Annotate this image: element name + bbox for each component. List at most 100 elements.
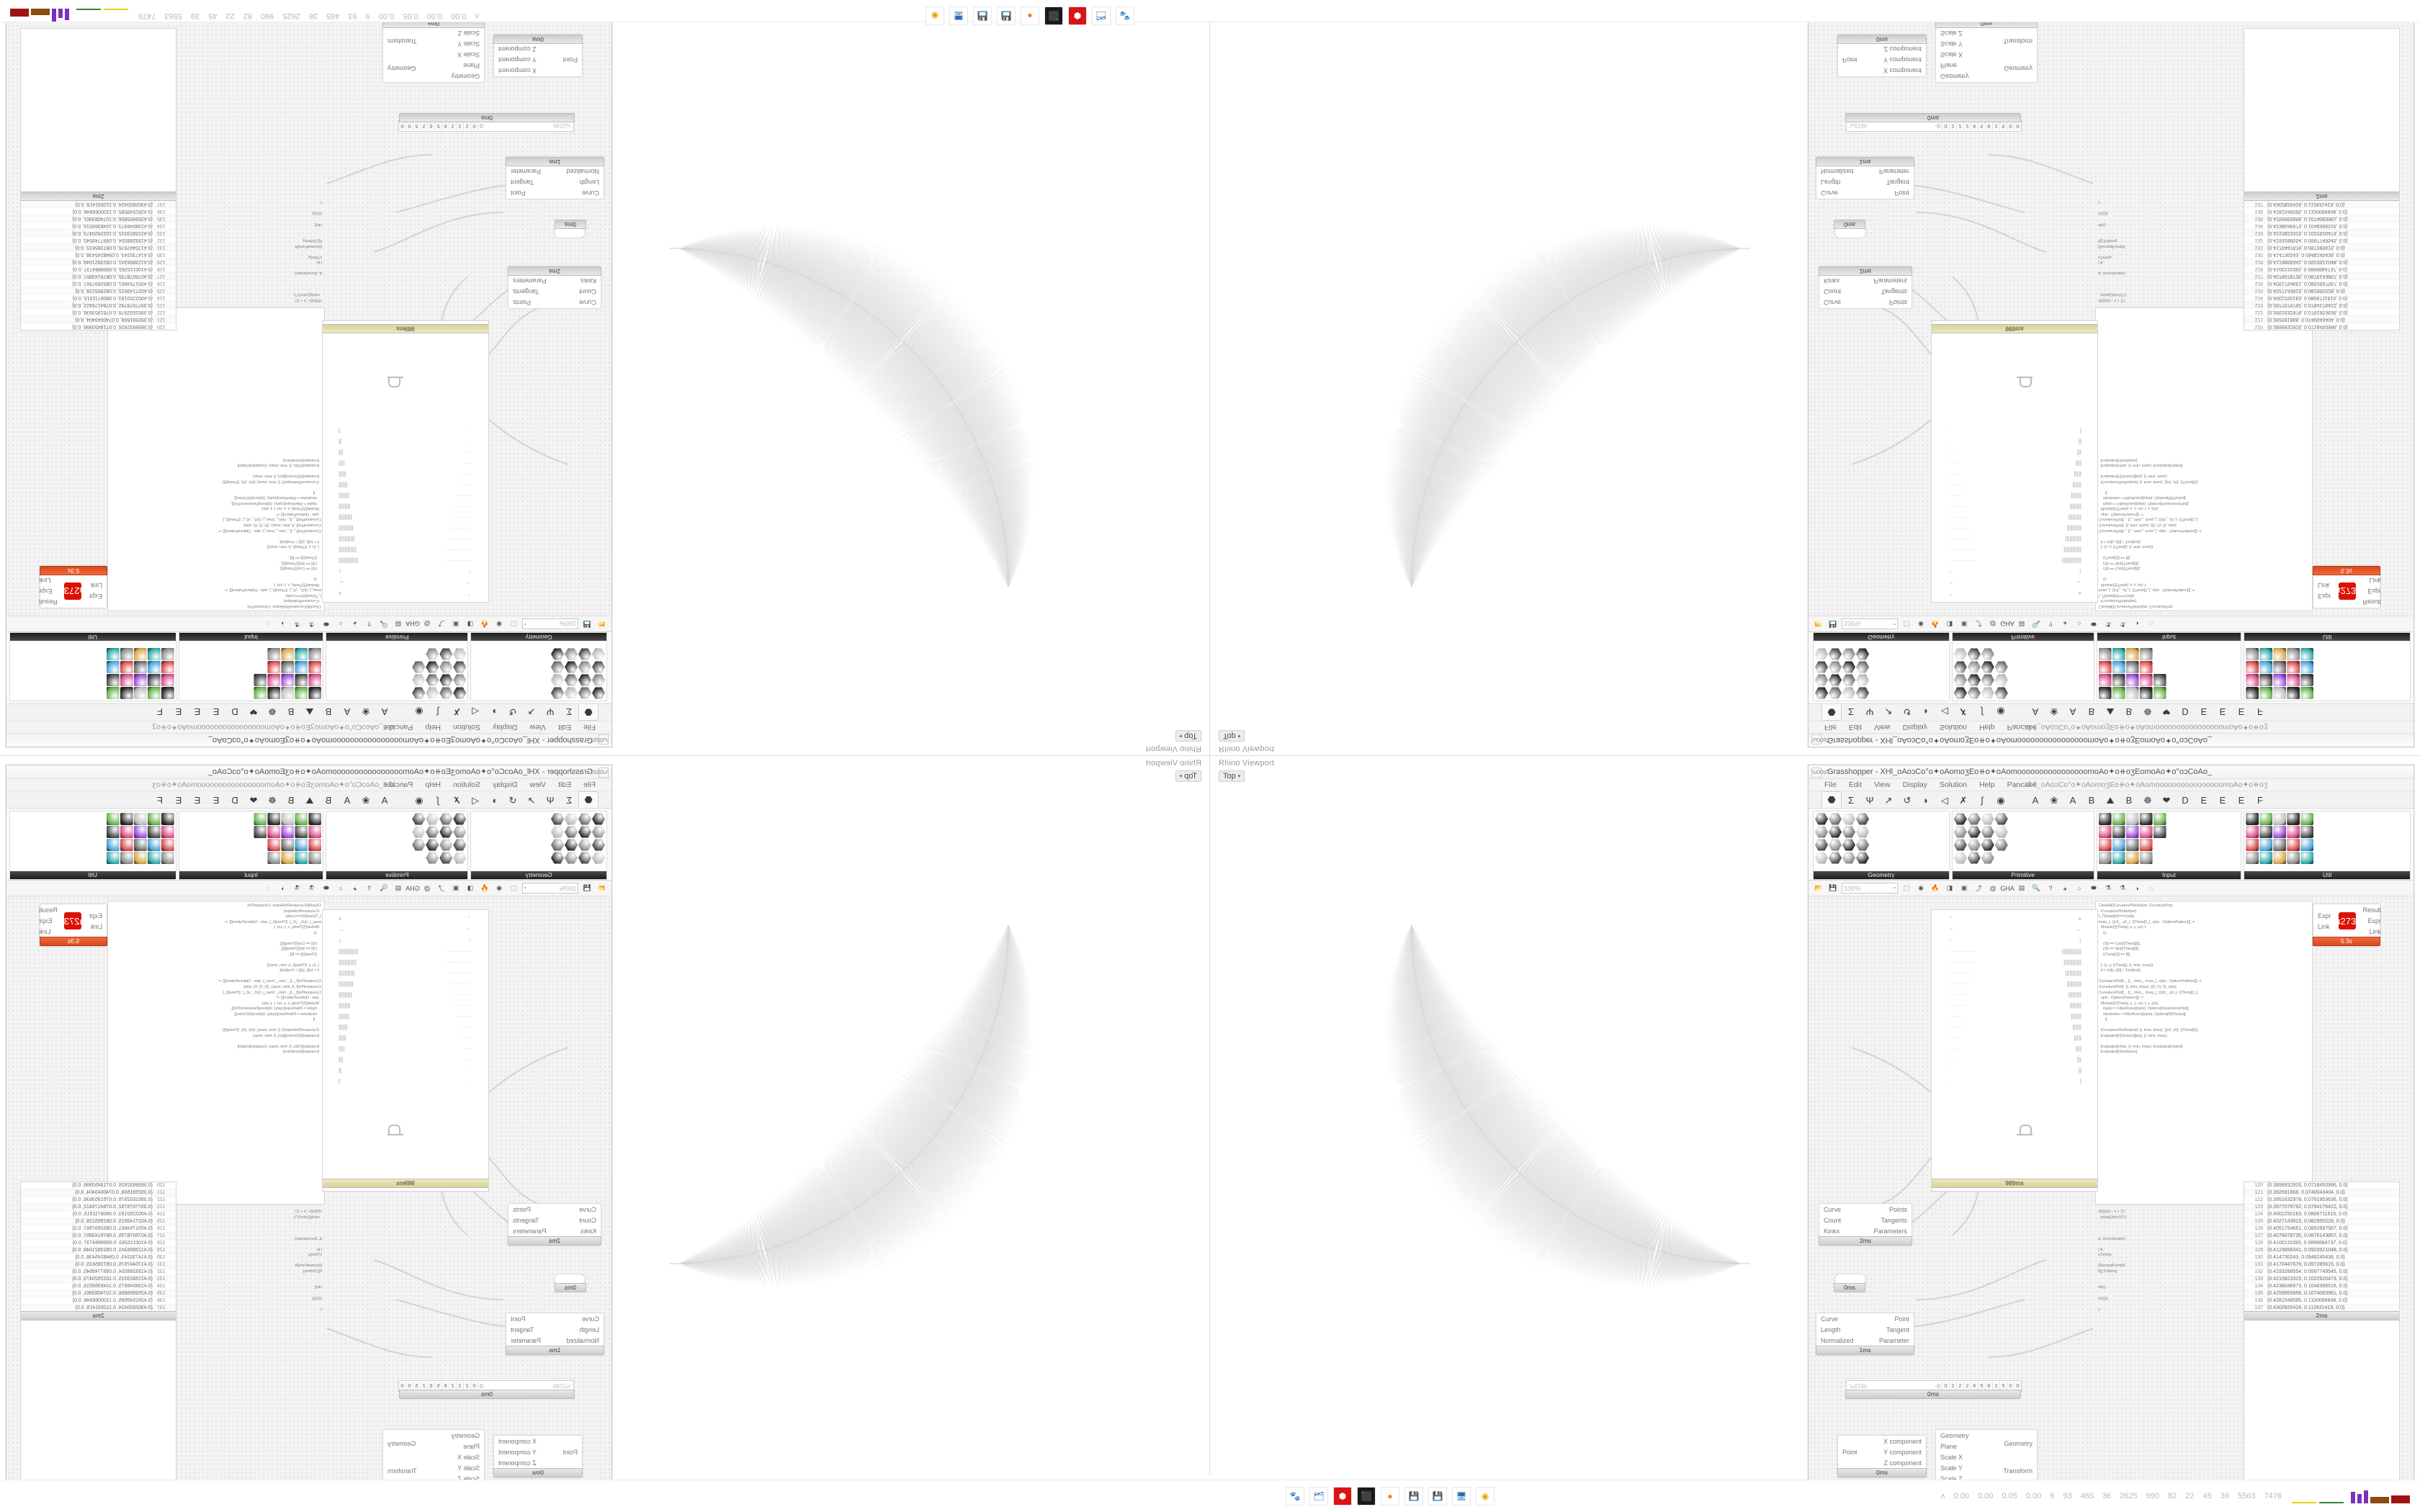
ribbon-icon-input-5[interactable] (295, 687, 308, 699)
ribbon-icon-util-17[interactable] (2300, 687, 2313, 699)
grasshopper-titlebar[interactable]: \u00d7 Grasshopper - XHl_oAoɔCo°o✦oAomoӡ… (6, 765, 611, 779)
point-list-row[interactable]: 136 {0.4281549585, 0.1100066848, 0.0} (2244, 1297, 2399, 1305)
ribbon-icon-primitive-13[interactable] (412, 813, 425, 825)
menu-item-view[interactable]: View (1874, 780, 1891, 789)
series-preview-panel[interactable]: ⌃ × ⇔ ⇔ ↕ ↕............. |||||||||||||........… (322, 909, 489, 1192)
ribbon-icon-geometry-1[interactable] (592, 813, 605, 825)
ribbon-icon-util-14[interactable] (2287, 826, 2300, 838)
ribbon-icon-primitive-14[interactable] (412, 826, 425, 838)
port-result[interactable]: Result (2362, 906, 2382, 914)
ribbon-icon-input-13[interactable] (2140, 687, 2153, 699)
ribbon-icon-geometry-7[interactable] (1829, 839, 1842, 851)
ribbon-group-geometry[interactable]: Geometry (1813, 632, 1950, 701)
port-result[interactable]: Result (38, 598, 58, 606)
slider-handle-icon[interactable]: \u224b (552, 122, 570, 130)
search-icon[interactable]: 🔍 (380, 884, 388, 891)
point-list-row[interactable]: 124 {0.4002250183, 0.0806711615, 0.0} (21, 1211, 176, 1218)
port-plane[interactable]: Plane (1940, 62, 1958, 69)
grasshopper-ribbon[interactable]: Geometry Primitive Input Util (1809, 631, 2414, 703)
port-scale-y[interactable]: Scale Y (1940, 1464, 1963, 1472)
ribbon-icon-geometry-4[interactable] (592, 648, 605, 660)
ribbon-icon-util-2[interactable] (2246, 674, 2259, 686)
component-deconstruct-point[interactable]: Point X component Y component Z componen… (493, 1435, 583, 1477)
port-expr-in[interactable]: Expr (89, 593, 102, 600)
point-list-row[interactable]: 125 {0.4027143915, 0.082955228, 0.0} (2244, 287, 2399, 294)
tab-e1[interactable]: E (212, 706, 220, 717)
port-x-component[interactable]: X component (1883, 1438, 1922, 1445)
grasshopper-window[interactable]: \u00d7 Grasshopper - XHl_oAoɔCo°o✦oAomoӡ… (6, 765, 612, 1510)
grasshopper-ribbon[interactable]: Geometry Primitive Input Util (1809, 809, 2414, 881)
bake-dark-icon[interactable]: ◕ (353, 884, 357, 892)
tab-e1[interactable]: E (212, 795, 220, 806)
ribbon-icon-input-1[interactable] (308, 813, 321, 825)
tab-c1[interactable]: ❤ (249, 794, 258, 806)
point-list-row[interactable]: 132 {0.4193288554, 0.0997749545, 0.0} (2244, 236, 2399, 243)
grasshopper-canvas[interactable]: ClearAll[iCurvaturePlotHelper, Curvature… (1809, 14, 2414, 616)
port-parameter[interactable]: Parameter (511, 1337, 542, 1344)
ribbon-icon-input-3[interactable] (308, 661, 321, 673)
tab-maths[interactable]: Σ (565, 706, 573, 717)
ribbon-icon-geometry-13[interactable] (1856, 687, 1869, 699)
ribbon-icon-geometry-16[interactable] (551, 648, 564, 660)
port-point[interactable]: Point (511, 189, 526, 197)
grasshopper-canvas-toolbar[interactable]: 📂 💾 100% ▾ ⬚ ◉ 🔥 ◨ ▣ ⤴ @ GHA ▤ 🔍? ◕ ○ ⬬ ⚗ ⚗ ◑ ◌ (1809, 616, 2414, 631)
point-list-row[interactable]: 135 {0.4259955856, 0.1074083961, 0.0} (2244, 1290, 2399, 1297)
hierarchy-icon[interactable]: ⤴ (438, 885, 445, 892)
ribbon-icon-geometry-8[interactable] (578, 852, 591, 864)
port-kinks[interactable]: Kinks (580, 1228, 596, 1235)
slider-digit-10[interactable]: 0 (2014, 1382, 2021, 1390)
ribbon-icon-input-14[interactable] (267, 674, 280, 686)
ribbon-group-input[interactable]: Input (2096, 811, 2242, 880)
ribbon-icon-input-12[interactable] (281, 852, 294, 864)
port-curve-2[interactable]: Curve (1821, 189, 1839, 197)
ribbon-icon-primitive-2[interactable] (453, 826, 466, 838)
ribbon-icon-primitive-5[interactable] (1967, 813, 1981, 825)
ribbon-icon-input-7[interactable] (2112, 661, 2125, 673)
grasshopper-canvas[interactable]: ClearAll[iCurvaturePlotHelper, Curvature… (1809, 896, 2414, 1498)
point-list-row[interactable]: 136 {0.4281549585, 0.1100066848, 0.0} (21, 207, 176, 215)
slider-digit-7[interactable]: 2 (421, 122, 428, 130)
zoom-level-input[interactable]: 100% ▾ (1842, 883, 1898, 894)
tab-a3[interactable]: A (344, 795, 351, 806)
dashed-circle-icon[interactable]: ◌ (266, 620, 271, 628)
ribbon-group-input[interactable]: Input (178, 811, 324, 880)
ribbon-icon-geometry-1[interactable] (1815, 687, 1828, 699)
port-points[interactable]: Points (513, 1206, 532, 1213)
tab-curve[interactable]: ↺ (1903, 794, 1912, 806)
menu-item-help[interactable]: Help (425, 780, 442, 789)
ribbon-icon-input-6[interactable] (295, 674, 308, 686)
point-list-row[interactable]: 130 {0.414730243, 0.0948245438, 0.0} (21, 1254, 176, 1261)
point-list-row[interactable]: 126 {0.4051754661, 0.0852697567, 0.0} (2244, 279, 2399, 287)
open-icon[interactable]: 📂 (597, 621, 606, 628)
ribbon-group-geometry[interactable]: Geometry (1813, 811, 1950, 880)
port-parameter[interactable]: Parameter (511, 168, 542, 175)
component-divide-curve[interactable]: Curve Count Kinks Points Tangents Parame… (1819, 1203, 1912, 1246)
zoom-level-input[interactable]: 100% ▾ (1842, 618, 1898, 629)
grasshopper-canvas-toolbar[interactable]: 📂 💾 100% ▾ ⬚ ◉ 🔥 ◨ ▣ ⤴ @ GHA ▤ 🔍? ◕ ○ ⬬ ⚗ ⚗ ◑ ◌ (6, 881, 611, 896)
point-list-row[interactable]: 120 {0.3899932926, 0.0718450996, 0.0} (21, 323, 176, 330)
tab-intersect[interactable]: ✗ (452, 794, 461, 806)
ribbon-icon-primitive-3[interactable] (453, 839, 466, 851)
notes-icon[interactable]: ▤ (2018, 621, 2025, 628)
point-list-row[interactable]: 123 {0.3977079792, 0.0784176422, 0.0} (21, 301, 176, 308)
tab-vector[interactable]: ↗ (1884, 794, 1893, 806)
ribbon-icon-primitive-2[interactable] (1953, 826, 1967, 838)
component-divide-curve[interactable]: Curve Count Kinks Points Tangents Parame… (1819, 266, 1912, 309)
port-transform-out[interactable]: Transform (387, 37, 417, 45)
zoom-level-input[interactable]: 100% ▾ (522, 618, 578, 629)
tab-b2[interactable]: ⛰ (305, 794, 314, 806)
sphere-icon[interactable]: ◑ (2135, 884, 2139, 892)
ribbon-icon-input-13[interactable] (267, 813, 280, 825)
port-tangents[interactable]: Tangents (1881, 288, 1907, 295)
ribbon-icon-geometry-3[interactable] (592, 839, 605, 851)
ribbon-icon-util-1[interactable] (2246, 813, 2259, 825)
ribbon-icon-primitive-13[interactable] (412, 687, 425, 699)
ribbon-icon-util-20[interactable] (2300, 648, 2313, 660)
point-list-row[interactable]: 128 {0.4100115283, 0.0899884737, 0.0} (21, 1240, 176, 1247)
grasshopper-titlebar[interactable]: \u00d7 Grasshopper - XHl_oAoɔCo°o✦oAomoӡ… (1809, 733, 2414, 747)
port-tangents[interactable]: Tangents (1881, 1217, 1907, 1224)
ribbon-icon-input-10[interactable] (281, 826, 294, 838)
ribbon-icon-geometry-14[interactable] (551, 826, 564, 838)
component-deconstruct-point[interactable]: Point X component Y component Z componen… (1837, 35, 1927, 77)
